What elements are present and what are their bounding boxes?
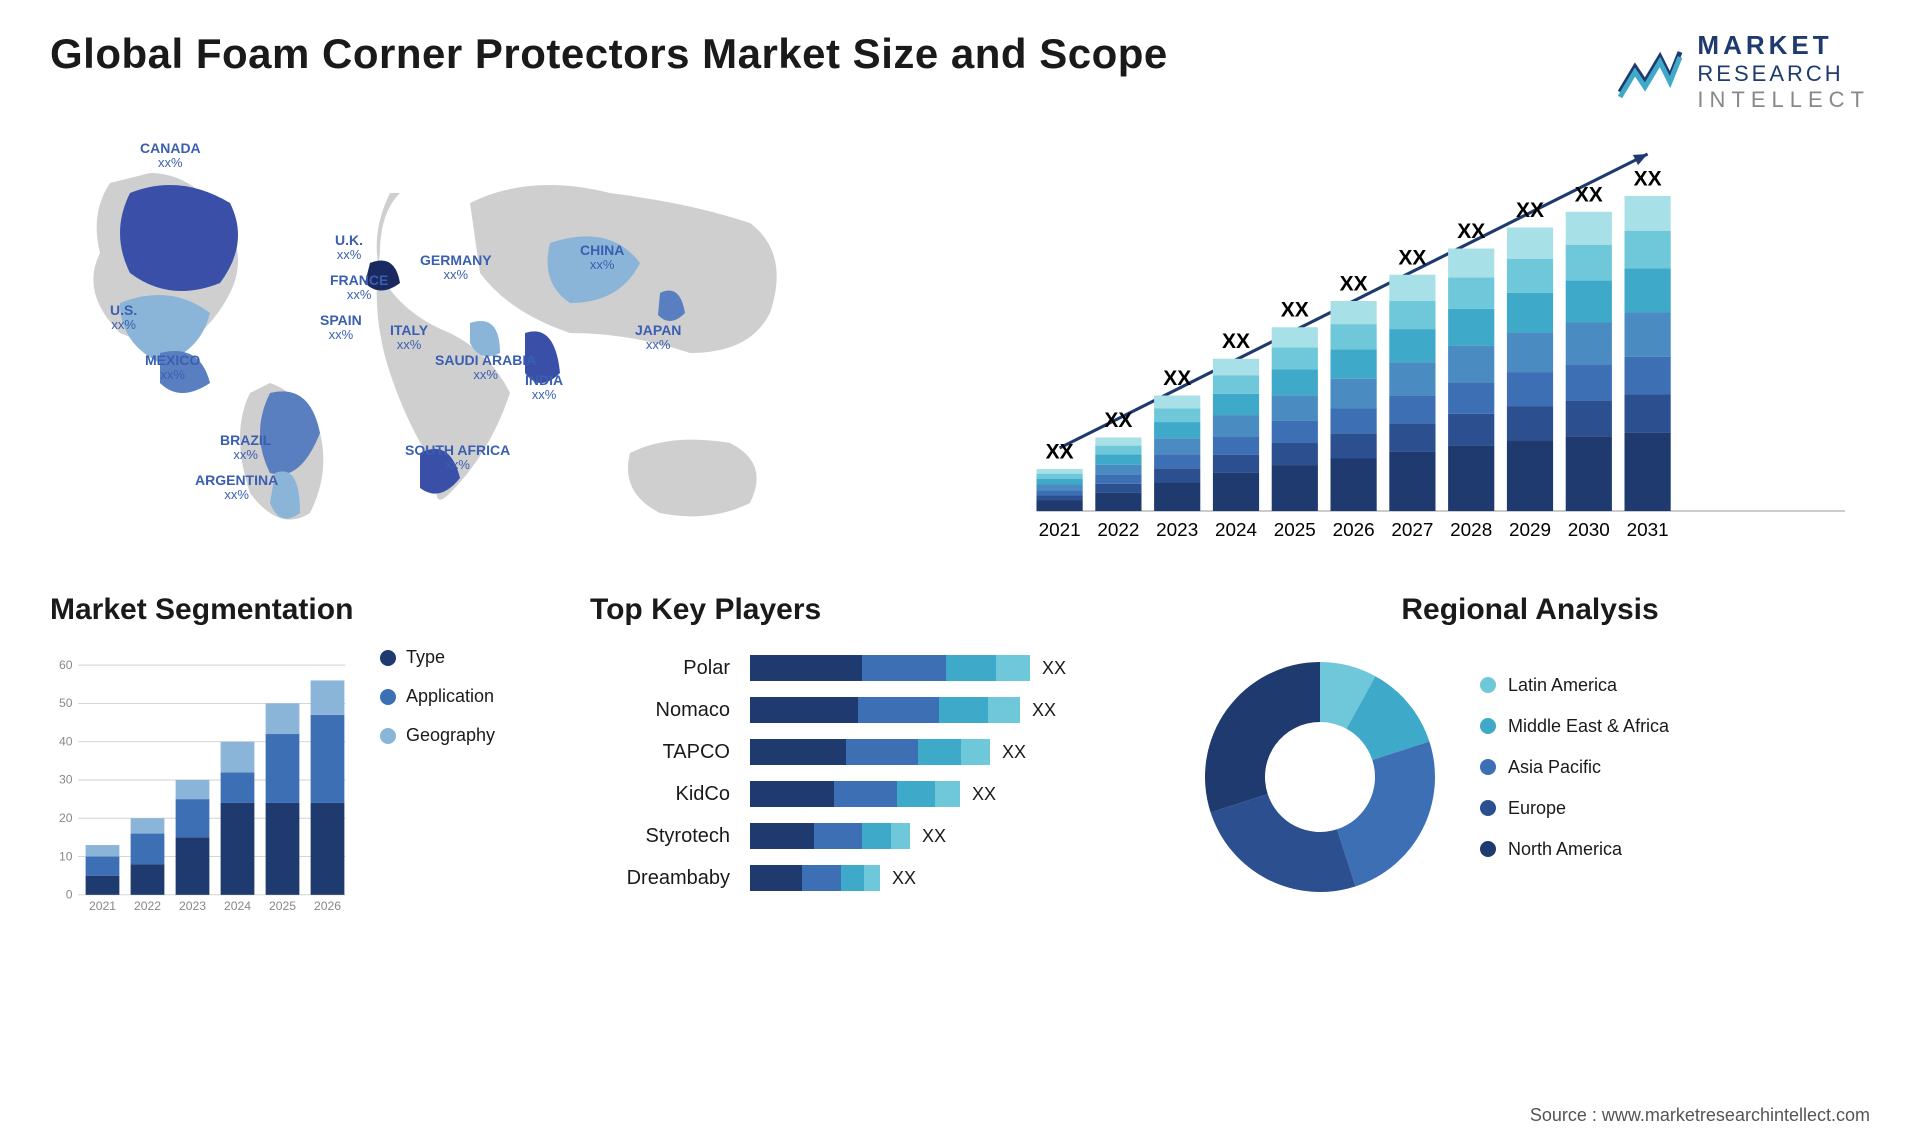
- logo-line3: INTELLECT: [1697, 87, 1870, 113]
- player-row: XX: [750, 689, 1150, 731]
- svg-text:XX: XX: [1634, 168, 1662, 191]
- brand-logo: MARKET RESEARCH INTELLECT: [1615, 30, 1870, 113]
- growth-svg: XX 2021 XX 2022 XX 2023 XX 2024 XX 2025 XX 2026 XX 20…: [980, 133, 1870, 553]
- map-label: CHINAxx%: [580, 243, 624, 273]
- map-label: BRAZILxx%: [220, 433, 271, 463]
- svg-text:2024: 2024: [224, 899, 251, 913]
- page-title: Global Foam Corner Protectors Market Siz…: [50, 30, 1168, 78]
- logo-line2: RESEARCH: [1697, 61, 1870, 87]
- player-label: Dreambaby: [590, 857, 730, 899]
- player-row: XX: [750, 857, 1150, 899]
- legend-item: Latin America: [1480, 675, 1669, 696]
- svg-text:XX: XX: [1222, 330, 1250, 353]
- segmentation-legend: Type Application Geography: [380, 647, 495, 927]
- map-label: INDIAxx%: [525, 373, 563, 403]
- player-label: Polar: [590, 647, 730, 689]
- legend-item: Type: [380, 647, 495, 668]
- svg-text:XX: XX: [1457, 220, 1485, 243]
- player-label: Nomaco: [590, 689, 730, 731]
- svg-text:XX: XX: [1281, 299, 1309, 322]
- legend-item: North America: [1480, 839, 1669, 860]
- svg-text:XX: XX: [1046, 441, 1074, 464]
- map-label: ARGENTINAxx%: [195, 473, 278, 503]
- player-value: XX: [1042, 658, 1066, 679]
- svg-text:XX: XX: [1340, 273, 1368, 296]
- players-chart: PolarNomacoTAPCOKidCoStyrotechDreambaby …: [590, 647, 1150, 899]
- svg-text:XX: XX: [1516, 199, 1544, 222]
- map-label: ITALYxx%: [390, 323, 428, 353]
- svg-text:10: 10: [59, 849, 73, 863]
- svg-text:2030: 2030: [1568, 520, 1610, 541]
- svg-text:50: 50: [59, 696, 73, 710]
- map-label: SPAINxx%: [320, 313, 362, 343]
- svg-text:XX: XX: [1575, 183, 1603, 206]
- segmentation-title: Market Segmentation: [50, 593, 550, 627]
- svg-text:2021: 2021: [89, 899, 116, 913]
- legend-item: Geography: [380, 725, 495, 746]
- legend-item: Asia Pacific: [1480, 757, 1669, 778]
- player-label: TAPCO: [590, 731, 730, 773]
- svg-text:0: 0: [66, 888, 73, 902]
- segmentation-chart: 0 10 20 30 40 50 60 2021 2022 2023 2024 2025 2026 Ty…: [50, 647, 550, 927]
- map-label: GERMANYxx%: [420, 253, 492, 283]
- regional-chart: Latin America Middle East & Africa Asia Pa…: [1190, 647, 1870, 907]
- svg-text:2027: 2027: [1391, 520, 1433, 541]
- player-label: Styrotech: [590, 815, 730, 857]
- svg-text:2031: 2031: [1627, 520, 1669, 541]
- map-label: MEXICOxx%: [145, 353, 200, 383]
- legend-item: Middle East & Africa: [1480, 716, 1669, 737]
- svg-text:2028: 2028: [1450, 520, 1492, 541]
- growth-chart: XX 2021 XX 2022 XX 2023 XX 2024 XX 2025 XX 2026 XX 20…: [980, 133, 1870, 553]
- regional-title: Regional Analysis: [1190, 593, 1870, 627]
- legend-item: Application: [380, 686, 495, 707]
- svg-text:XX: XX: [1398, 246, 1426, 269]
- svg-text:20: 20: [59, 811, 73, 825]
- svg-text:60: 60: [59, 658, 73, 672]
- svg-text:2022: 2022: [134, 899, 161, 913]
- map-label: U.S.xx%: [110, 303, 137, 333]
- map-label: CANADAxx%: [140, 141, 201, 171]
- legend-item: Europe: [1480, 798, 1669, 819]
- svg-text:2026: 2026: [1333, 520, 1375, 541]
- map-label: FRANCExx%: [330, 273, 388, 303]
- map-label: SOUTH AFRICAxx%: [405, 443, 510, 473]
- svg-text:2023: 2023: [179, 899, 206, 913]
- map-label: SAUDI ARABIAxx%: [435, 353, 536, 383]
- svg-text:2022: 2022: [1097, 520, 1139, 541]
- player-bars: XX XX XX XX XX XX: [750, 647, 1150, 899]
- players-title: Top Key Players: [590, 593, 1150, 627]
- svg-text:2029: 2029: [1509, 520, 1551, 541]
- player-value: XX: [922, 826, 946, 847]
- svg-text:30: 30: [59, 773, 73, 787]
- map-label: JAPANxx%: [635, 323, 681, 353]
- svg-text:2024: 2024: [1215, 520, 1257, 541]
- player-row: XX: [750, 731, 1150, 773]
- player-value: XX: [972, 784, 996, 805]
- player-value: XX: [1002, 742, 1026, 763]
- player-row: XX: [750, 815, 1150, 857]
- player-labels: PolarNomacoTAPCOKidCoStyrotechDreambaby: [590, 647, 730, 899]
- source-text: Source : www.marketresearchintellect.com: [1530, 1105, 1870, 1126]
- svg-text:XX: XX: [1104, 409, 1132, 432]
- regional-legend: Latin America Middle East & Africa Asia Pa…: [1480, 675, 1669, 880]
- svg-text:2023: 2023: [1156, 520, 1198, 541]
- map-svg: [50, 133, 950, 553]
- logo-icon: [1615, 42, 1685, 102]
- svg-text:2021: 2021: [1039, 520, 1081, 541]
- player-row: XX: [750, 773, 1150, 815]
- segmentation-svg: 0 10 20 30 40 50 60 2021 2022 2023 2024 2025 2026: [50, 647, 350, 927]
- svg-text:40: 40: [59, 734, 73, 748]
- svg-text:2025: 2025: [269, 899, 296, 913]
- svg-text:XX: XX: [1163, 367, 1191, 390]
- player-row: XX: [750, 647, 1150, 689]
- world-map: CANADAxx% U.S.xx% MEXICOxx% BRAZILxx% ARGENT…: [50, 133, 950, 553]
- player-label: KidCo: [590, 773, 730, 815]
- player-value: XX: [892, 868, 916, 889]
- player-value: XX: [1032, 700, 1056, 721]
- svg-text:2025: 2025: [1274, 520, 1316, 541]
- logo-line1: MARKET: [1697, 30, 1870, 61]
- donut-svg: [1190, 647, 1450, 907]
- map-label: U.K.xx%: [335, 233, 363, 263]
- svg-text:2026: 2026: [314, 899, 341, 913]
